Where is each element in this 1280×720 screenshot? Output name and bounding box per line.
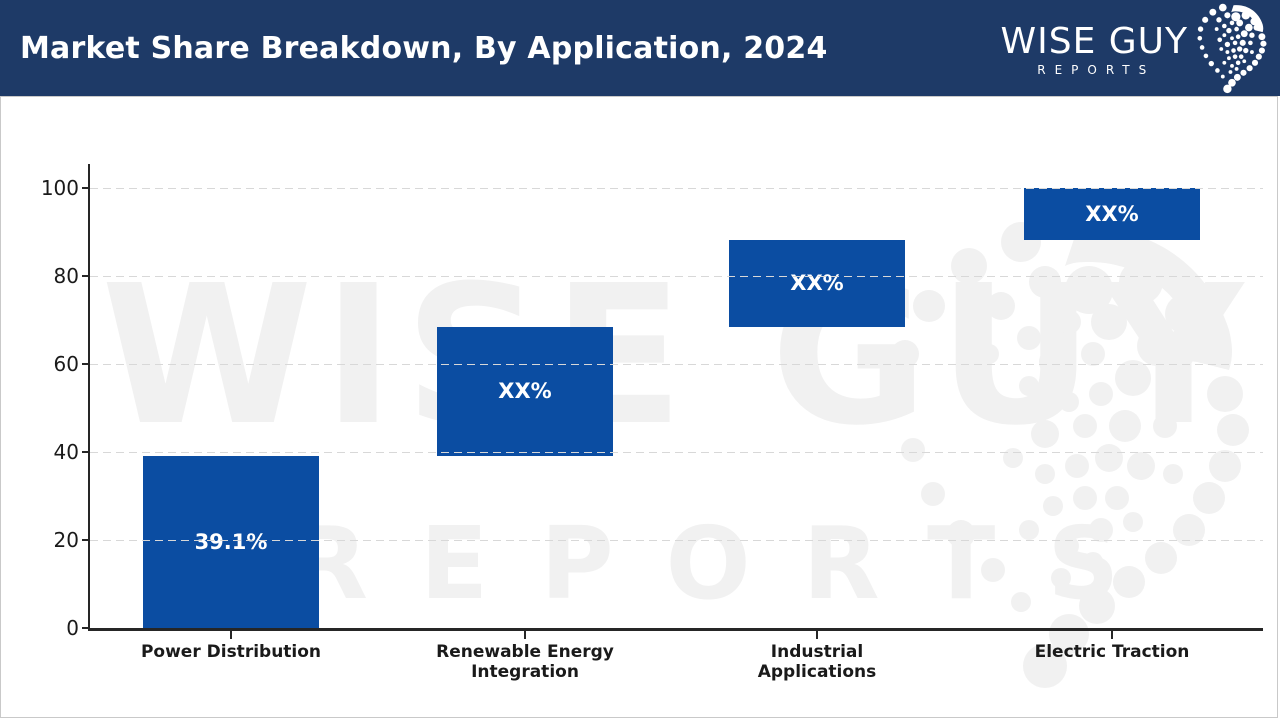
bar-electric-traction: XX% bbox=[1024, 188, 1200, 240]
brand-logo: WISE GUY REPORTS bbox=[1001, 0, 1274, 96]
y-tick-label: 0 bbox=[66, 616, 79, 640]
bar-value-label: XX% bbox=[498, 379, 552, 404]
y-tick-mark bbox=[82, 363, 89, 365]
chart-canvas: WISE GUY REPORTS 0 20 40 60 80 100 39.1% XX% XX%… bbox=[0, 96, 1278, 718]
bar-value-label: 39.1% bbox=[194, 529, 268, 554]
bar-value-label: XX% bbox=[790, 271, 844, 296]
x-tick-mark bbox=[816, 631, 818, 639]
y-tick-label: 40 bbox=[53, 440, 79, 464]
y-tick-label: 20 bbox=[53, 528, 79, 552]
y-tick-mark bbox=[82, 187, 89, 189]
y-gridline bbox=[90, 540, 1263, 541]
x-category-label: Power Distribution bbox=[140, 642, 322, 662]
y-tick-label: 60 bbox=[53, 352, 79, 376]
x-category-label: Electric Traction bbox=[1034, 642, 1190, 662]
y-tick-mark bbox=[82, 627, 89, 629]
y-tick-mark bbox=[82, 275, 89, 277]
x-tick-mark bbox=[1111, 631, 1113, 639]
brand-logo-text: WISE GUY REPORTS bbox=[1000, 21, 1189, 78]
x-category-label: Renewable Energy Integration bbox=[436, 642, 614, 682]
x-tick-mark bbox=[524, 631, 526, 639]
page-title: Market Share Breakdown, By Application, … bbox=[20, 30, 828, 66]
y-gridline bbox=[90, 364, 1263, 365]
y-axis-line bbox=[88, 164, 90, 630]
bar-value-label: XX% bbox=[1085, 201, 1139, 226]
header: Market Share Breakdown, By Application, … bbox=[0, 0, 1280, 96]
bar-renewable-energy-integration: XX% bbox=[437, 326, 613, 456]
x-tick-mark bbox=[230, 631, 232, 639]
x-axis-line bbox=[88, 628, 1263, 631]
brand-name: WISE GUY bbox=[1000, 21, 1188, 62]
x-category-label: Industrial Applications bbox=[757, 642, 877, 682]
y-tick-mark bbox=[82, 451, 89, 453]
bar-power-distribution: 39.1% bbox=[143, 455, 319, 628]
y-tick-mark bbox=[82, 539, 89, 541]
y-gridline bbox=[90, 452, 1263, 453]
bar-industrial-applications: XX% bbox=[729, 239, 905, 327]
brand-subname: REPORTS bbox=[1037, 63, 1156, 77]
y-gridline bbox=[90, 276, 1263, 277]
y-gridline bbox=[90, 188, 1263, 189]
wise-guy-face-icon bbox=[1192, 3, 1272, 95]
y-tick-label: 100 bbox=[40, 176, 79, 200]
y-tick-label: 80 bbox=[53, 264, 79, 288]
watermark-brand-subname: REPORTS bbox=[291, 505, 1172, 622]
